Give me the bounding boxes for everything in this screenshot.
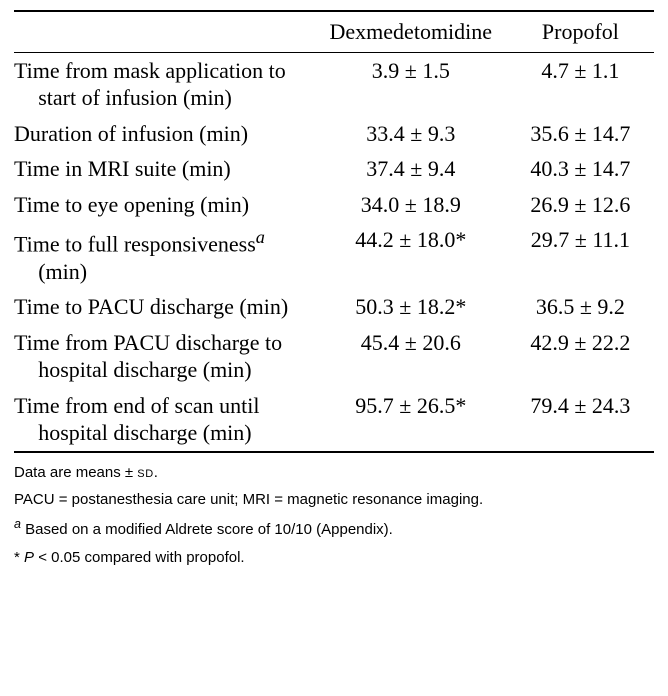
- row-label: Duration of infusion (min): [14, 116, 315, 152]
- row-label-text: Time from mask application to start of i…: [14, 57, 311, 112]
- row-label-text: Duration of infusion (min): [14, 120, 311, 148]
- header-col-dex: Dexmedetomidine: [315, 11, 507, 52]
- row-value-prop: 4.7 ± 1.1: [507, 52, 654, 116]
- footnote-text: *: [14, 549, 24, 566]
- table-row: Time to full responsivenessa (min) 44.2 …: [14, 222, 654, 289]
- row-label: Time to PACU discharge (min): [14, 289, 315, 325]
- row-label: Time from mask application to start of i…: [14, 52, 315, 116]
- row-value-prop: 35.6 ± 14.7: [507, 116, 654, 152]
- header-blank: [14, 11, 315, 52]
- table-row: Time from mask application to start of i…: [14, 52, 654, 116]
- table-row: Time from PACU discharge to hospital dis…: [14, 325, 654, 388]
- row-value-dex: 34.0 ± 18.9: [315, 187, 507, 223]
- row-value-dex: 95.7 ± 26.5*: [315, 388, 507, 452]
- table-row: Time to eye opening (min) 34.0 ± 18.9 26…: [14, 187, 654, 223]
- row-label-text: Time to eye opening (min): [14, 191, 311, 219]
- row-value-prop: 40.3 ± 14.7: [507, 151, 654, 187]
- footnote-aldrete: a Based on a modified Aldrete score of 1…: [14, 515, 654, 541]
- row-label-text: Time in MRI suite (min): [14, 155, 311, 183]
- footnote-text: < 0.05 compared with propofol.: [34, 549, 245, 566]
- row-value-prop: 36.5 ± 9.2: [507, 289, 654, 325]
- row-value-dex: 3.9 ± 1.5: [315, 52, 507, 116]
- row-label: Time to full responsivenessa (min): [14, 222, 315, 289]
- row-value-dex: 50.3 ± 18.2*: [315, 289, 507, 325]
- footnote-abbrev: PACU = postanesthesia care unit; MRI = m…: [14, 488, 654, 511]
- row-value-dex: 37.4 ± 9.4: [315, 151, 507, 187]
- table-container: Dexmedetomidine Propofol Time from mask …: [0, 0, 668, 587]
- footnote-marker-a: a: [256, 227, 265, 247]
- row-label-tail: (min): [38, 259, 87, 284]
- footnote-p-italic: P: [24, 549, 34, 566]
- row-value-dex: 44.2 ± 18.0*: [315, 222, 507, 289]
- row-label: Time to eye opening (min): [14, 187, 315, 223]
- footnote-sd: sd: [137, 464, 153, 481]
- row-label-text: Time from end of scan until hospital dis…: [14, 392, 311, 447]
- footnote-text: .: [154, 464, 158, 481]
- footnote-text: Based on a modified Aldrete score of 10/…: [21, 521, 393, 538]
- row-value-prop: 29.7 ± 11.1: [507, 222, 654, 289]
- table-row: Duration of infusion (min) 33.4 ± 9.3 35…: [14, 116, 654, 152]
- footnote-means: Data are means ± sd.: [14, 461, 654, 484]
- table-row: Time in MRI suite (min) 37.4 ± 9.4 40.3 …: [14, 151, 654, 187]
- row-value-dex: 33.4 ± 9.3: [315, 116, 507, 152]
- table-row: Time from end of scan until hospital dis…: [14, 388, 654, 452]
- footnotes: Data are means ± sd. PACU = postanesthes…: [14, 461, 654, 569]
- row-value-dex: 45.4 ± 20.6: [315, 325, 507, 388]
- row-label-text: Time from PACU discharge to hospital dis…: [14, 329, 311, 384]
- row-label: Time from end of scan until hospital dis…: [14, 388, 315, 452]
- row-label: Time in MRI suite (min): [14, 151, 315, 187]
- row-value-prop: 42.9 ± 22.2: [507, 325, 654, 388]
- row-value-prop: 79.4 ± 24.3: [507, 388, 654, 452]
- table-row: Time to PACU discharge (min) 50.3 ± 18.2…: [14, 289, 654, 325]
- row-label-text: Time to PACU discharge (min): [14, 293, 311, 321]
- row-value-prop: 26.9 ± 12.6: [507, 187, 654, 223]
- row-label-text: Time to full responsiveness: [14, 231, 256, 256]
- footnote-marker-a: a: [14, 517, 21, 531]
- data-table: Dexmedetomidine Propofol Time from mask …: [14, 10, 654, 453]
- header-col-prop: Propofol: [507, 11, 654, 52]
- header-row: Dexmedetomidine Propofol: [14, 11, 654, 52]
- footnote-pvalue: * P < 0.05 compared with propofol.: [14, 546, 654, 569]
- footnote-text: Data are means ±: [14, 464, 137, 481]
- row-label: Time from PACU discharge to hospital dis…: [14, 325, 315, 388]
